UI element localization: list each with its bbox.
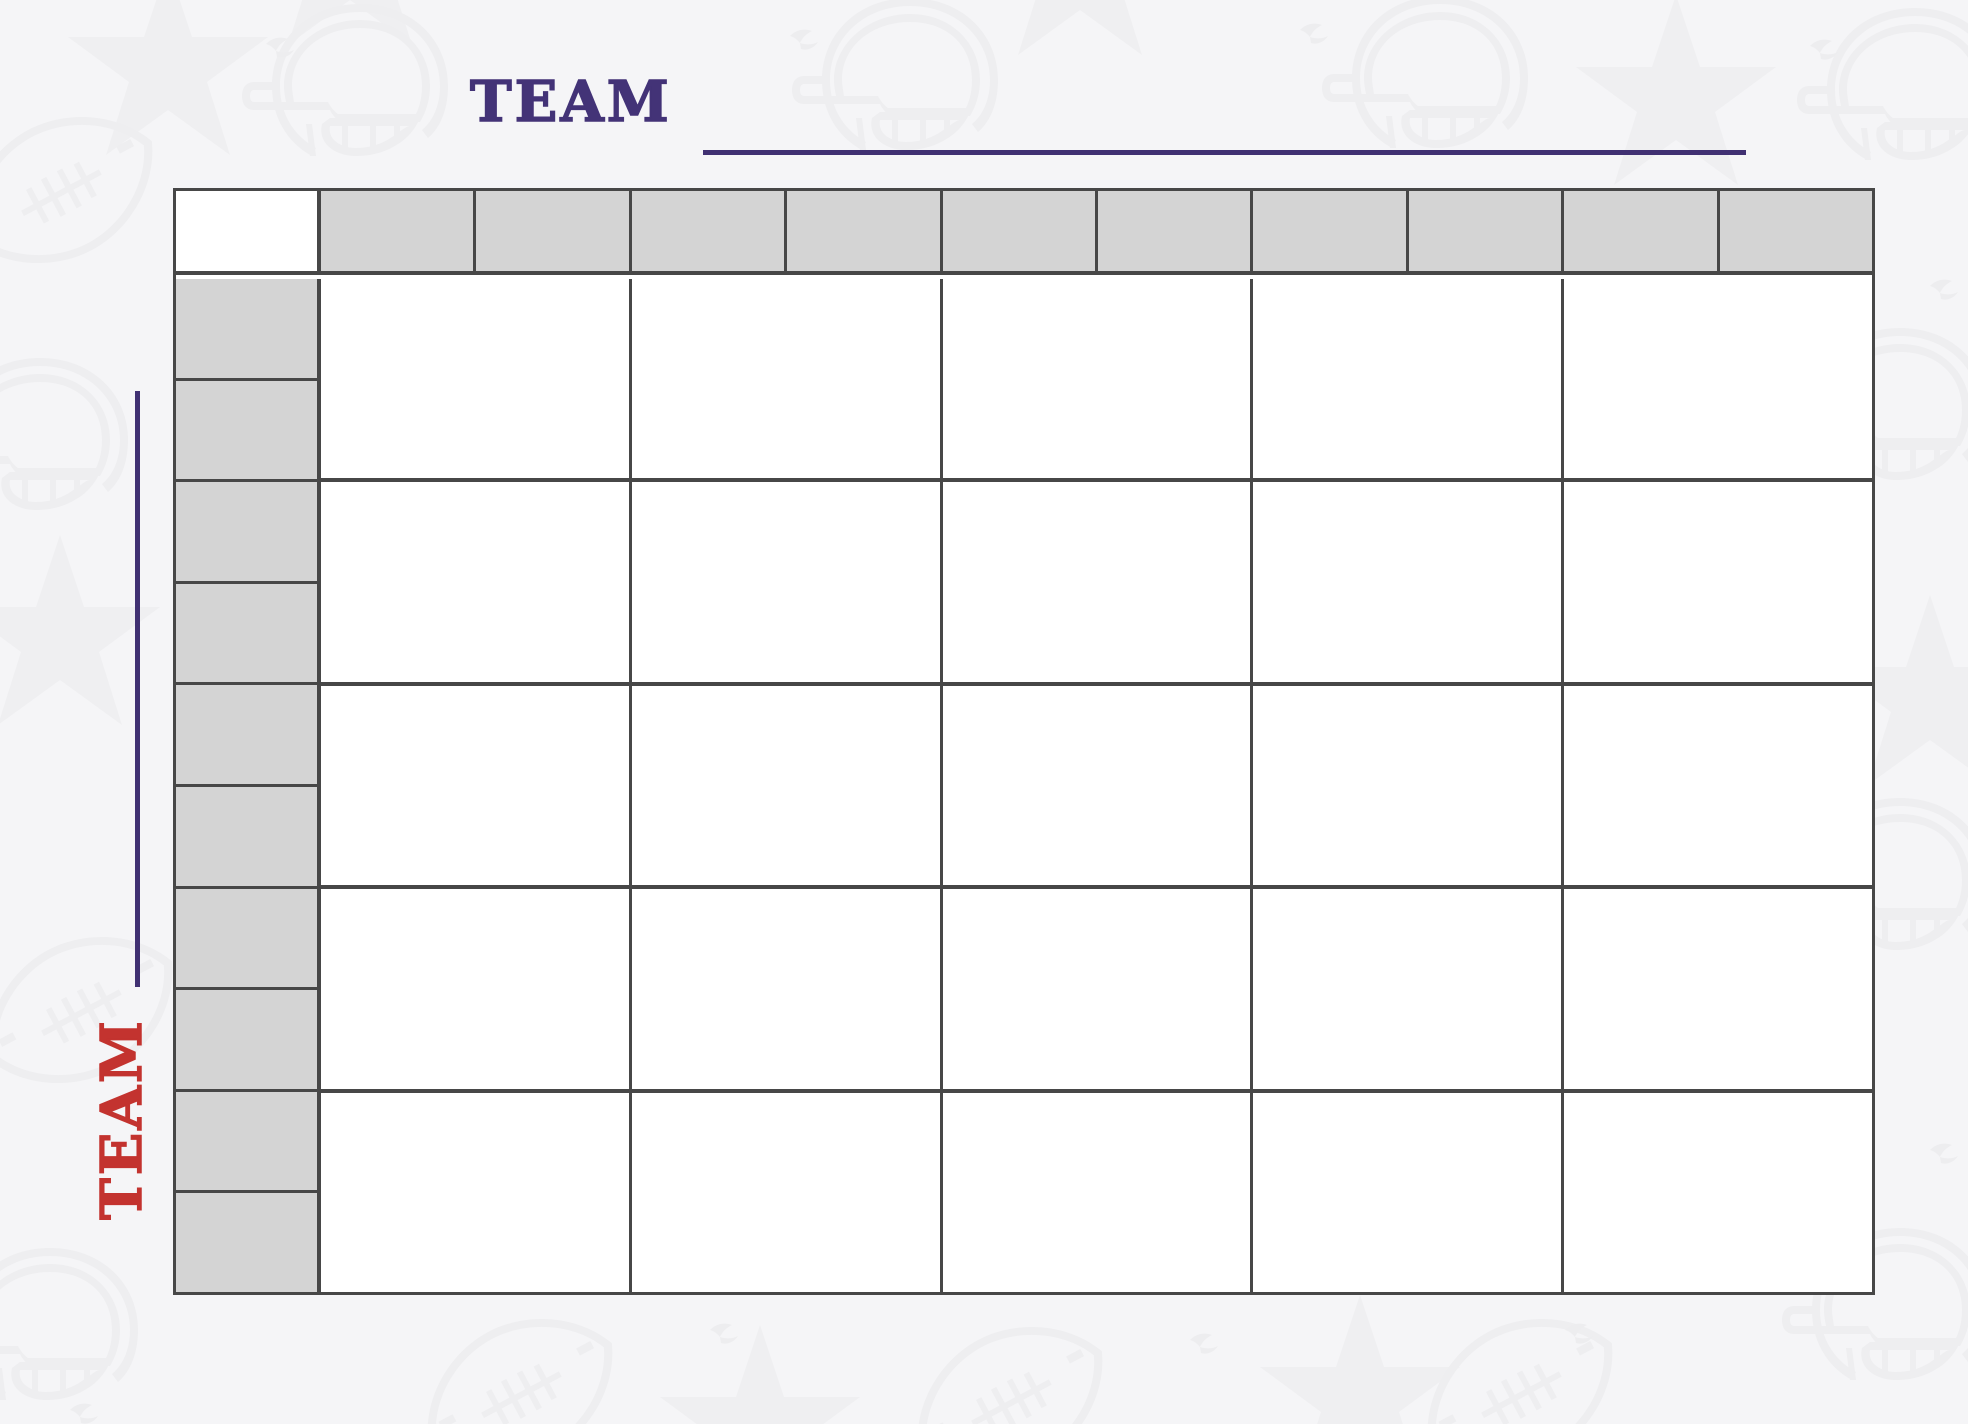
square-cell[interactable] xyxy=(1253,279,1565,479)
column-header-cell[interactable] xyxy=(1408,191,1565,271)
square-cell[interactable] xyxy=(631,1092,943,1293)
row-header-cell[interactable] xyxy=(176,685,317,787)
top-team-header: TEAM xyxy=(0,69,1968,172)
square-cell[interactable] xyxy=(1564,1092,1872,1293)
squares-row xyxy=(321,685,1872,890)
square-cell[interactable] xyxy=(631,482,943,682)
square-cell[interactable] xyxy=(942,1092,1254,1293)
square-cell[interactable] xyxy=(1564,889,1872,1089)
column-header-cell[interactable] xyxy=(631,191,788,271)
row-header-cell[interactable] xyxy=(176,786,317,889)
column-header-cell[interactable] xyxy=(787,191,943,271)
square-cell[interactable] xyxy=(1564,685,1872,886)
square-cell[interactable] xyxy=(1253,1092,1565,1293)
column-header-cell[interactable] xyxy=(1098,191,1254,271)
grid-body xyxy=(176,279,1872,1293)
square-cell[interactable] xyxy=(1253,482,1565,682)
square-cell[interactable] xyxy=(942,279,1254,479)
square-cell[interactable] xyxy=(942,685,1254,886)
square-cell[interactable] xyxy=(321,1092,632,1293)
row-header-cell[interactable] xyxy=(176,1091,317,1194)
column-header-cell[interactable] xyxy=(1719,191,1873,271)
squares-grid xyxy=(173,188,1875,1295)
column-header-cell[interactable] xyxy=(476,191,632,271)
grid-corner-cell xyxy=(176,191,321,271)
row-header-column xyxy=(176,279,321,1292)
square-cell[interactable] xyxy=(1253,685,1565,886)
square-cell[interactable] xyxy=(631,279,943,479)
row-header-cell[interactable] xyxy=(176,583,317,686)
row-header-cell[interactable] xyxy=(176,482,317,584)
square-cell[interactable] xyxy=(321,279,632,479)
top-team-write-in-line[interactable] xyxy=(703,150,1746,155)
column-header-cell[interactable] xyxy=(1564,191,1720,271)
column-header-row xyxy=(176,191,1873,275)
column-header-cell[interactable] xyxy=(321,191,477,271)
square-cell[interactable] xyxy=(631,685,943,886)
row-header-cell[interactable] xyxy=(176,1193,317,1292)
square-cell[interactable] xyxy=(321,482,632,682)
row-header-cell[interactable] xyxy=(176,380,317,483)
row-header-cell[interactable] xyxy=(176,990,317,1092)
top-team-label: TEAM xyxy=(469,69,672,135)
square-cell[interactable] xyxy=(631,889,943,1089)
square-cell[interactable] xyxy=(942,889,1254,1089)
left-team-write-in-line[interactable] xyxy=(135,391,140,987)
square-cell[interactable] xyxy=(1253,889,1565,1089)
squares-area xyxy=(321,279,1872,1293)
squares-row xyxy=(321,279,1872,483)
square-cell[interactable] xyxy=(321,685,632,886)
left-team-label: TEAM xyxy=(88,1017,156,1220)
square-cell[interactable] xyxy=(321,889,632,1089)
square-cell[interactable] xyxy=(1564,482,1872,682)
column-header-cell[interactable] xyxy=(942,191,1099,271)
squares-row xyxy=(321,482,1872,686)
row-header-cell[interactable] xyxy=(176,888,317,991)
square-cell[interactable] xyxy=(1564,279,1872,479)
squares-row xyxy=(321,1092,1872,1293)
column-header-cell[interactable] xyxy=(1253,191,1409,271)
squares-row xyxy=(321,889,1872,1093)
row-header-cell[interactable] xyxy=(176,279,317,381)
square-cell[interactable] xyxy=(942,482,1254,682)
